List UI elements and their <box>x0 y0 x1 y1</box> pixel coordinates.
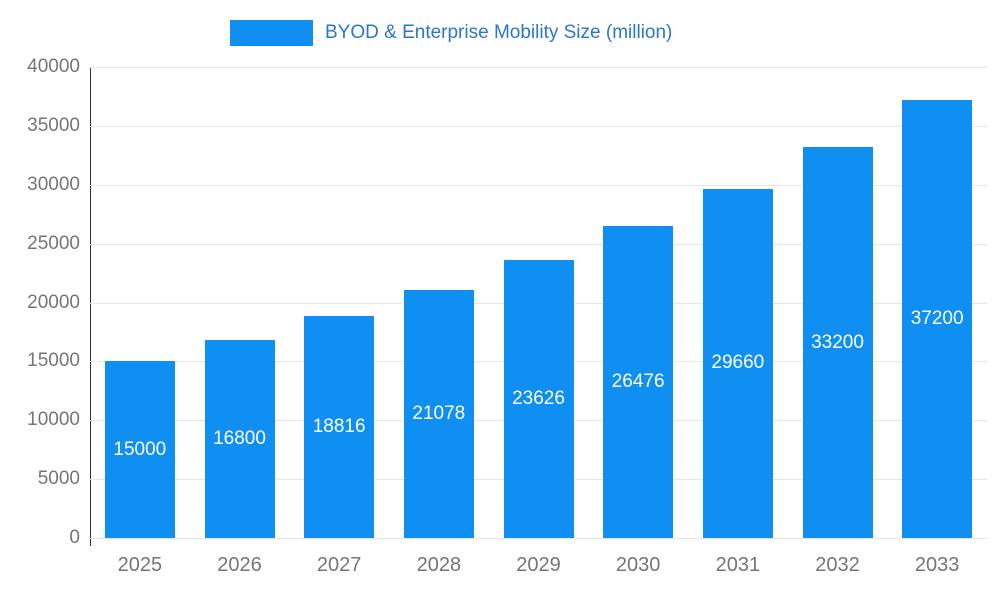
bar: 21078 <box>403 289 474 538</box>
y-axis-tick-label: 15000 <box>27 350 80 372</box>
bar-value-label: 29660 <box>711 352 765 374</box>
y-axis-tick-label: 25000 <box>27 232 80 254</box>
bar: 33200 <box>802 147 873 538</box>
bar-value-label: 23626 <box>512 387 565 409</box>
x-axis-tick-label: 2031 <box>715 554 761 576</box>
bar: 23626 <box>503 259 574 538</box>
gridline <box>90 243 987 245</box>
x-axis-tick-label: 2028 <box>416 554 462 576</box>
y-axis-line <box>90 67 91 546</box>
y-axis-tick-label: 40000 <box>27 56 80 77</box>
bar: 37200 <box>902 99 973 538</box>
bar-value-label: 18816 <box>312 416 366 438</box>
gridline <box>90 125 987 127</box>
bar-value-label: 15000 <box>113 438 167 460</box>
x-axis-tick-label: 2025 <box>117 554 163 576</box>
y-axis-tick-label: 35000 <box>27 114 80 136</box>
x-axis-tick-label: 2027 <box>316 554 362 576</box>
legend-swatch-icon <box>230 20 313 46</box>
bar: 26476 <box>603 226 674 538</box>
gridline <box>90 67 987 68</box>
bar-value-label: 21078 <box>412 402 466 424</box>
bar: 15000 <box>104 361 175 538</box>
y-axis-tick-label: 5000 <box>37 468 80 490</box>
bar-value-label: 33200 <box>811 331 864 353</box>
x-axis-tick-label: 2029 <box>516 554 561 576</box>
x-axis-tick-label: 2033 <box>914 554 960 576</box>
legend-label: BYOD & Enterprise Mobility Size (million… <box>325 22 673 43</box>
x-axis-tick-label: 2030 <box>615 554 661 576</box>
bar: 16800 <box>204 340 275 538</box>
bar: 18816 <box>304 316 375 538</box>
gridline <box>90 184 987 186</box>
bar-value-label: 26476 <box>611 371 665 393</box>
x-axis-tick-label: 2026 <box>217 554 262 576</box>
bar-value-label: 37200 <box>910 307 964 329</box>
y-axis-tick-label: 10000 <box>27 409 80 431</box>
y-axis-tick-label: 30000 <box>27 173 80 195</box>
gridline <box>90 538 987 539</box>
chart-legend: BYOD & Enterprise Mobility Size (million… <box>230 20 672 46</box>
bar: 29660 <box>702 188 773 538</box>
y-axis-tick-label: 0 <box>69 527 80 548</box>
x-axis-tick-label: 2032 <box>815 554 860 576</box>
y-axis-tick-label: 20000 <box>27 291 80 313</box>
plot-area: 15000 16800 18816 21078 23626 26476 29660 33200… <box>90 67 987 539</box>
bar-value-label: 16800 <box>213 428 266 450</box>
